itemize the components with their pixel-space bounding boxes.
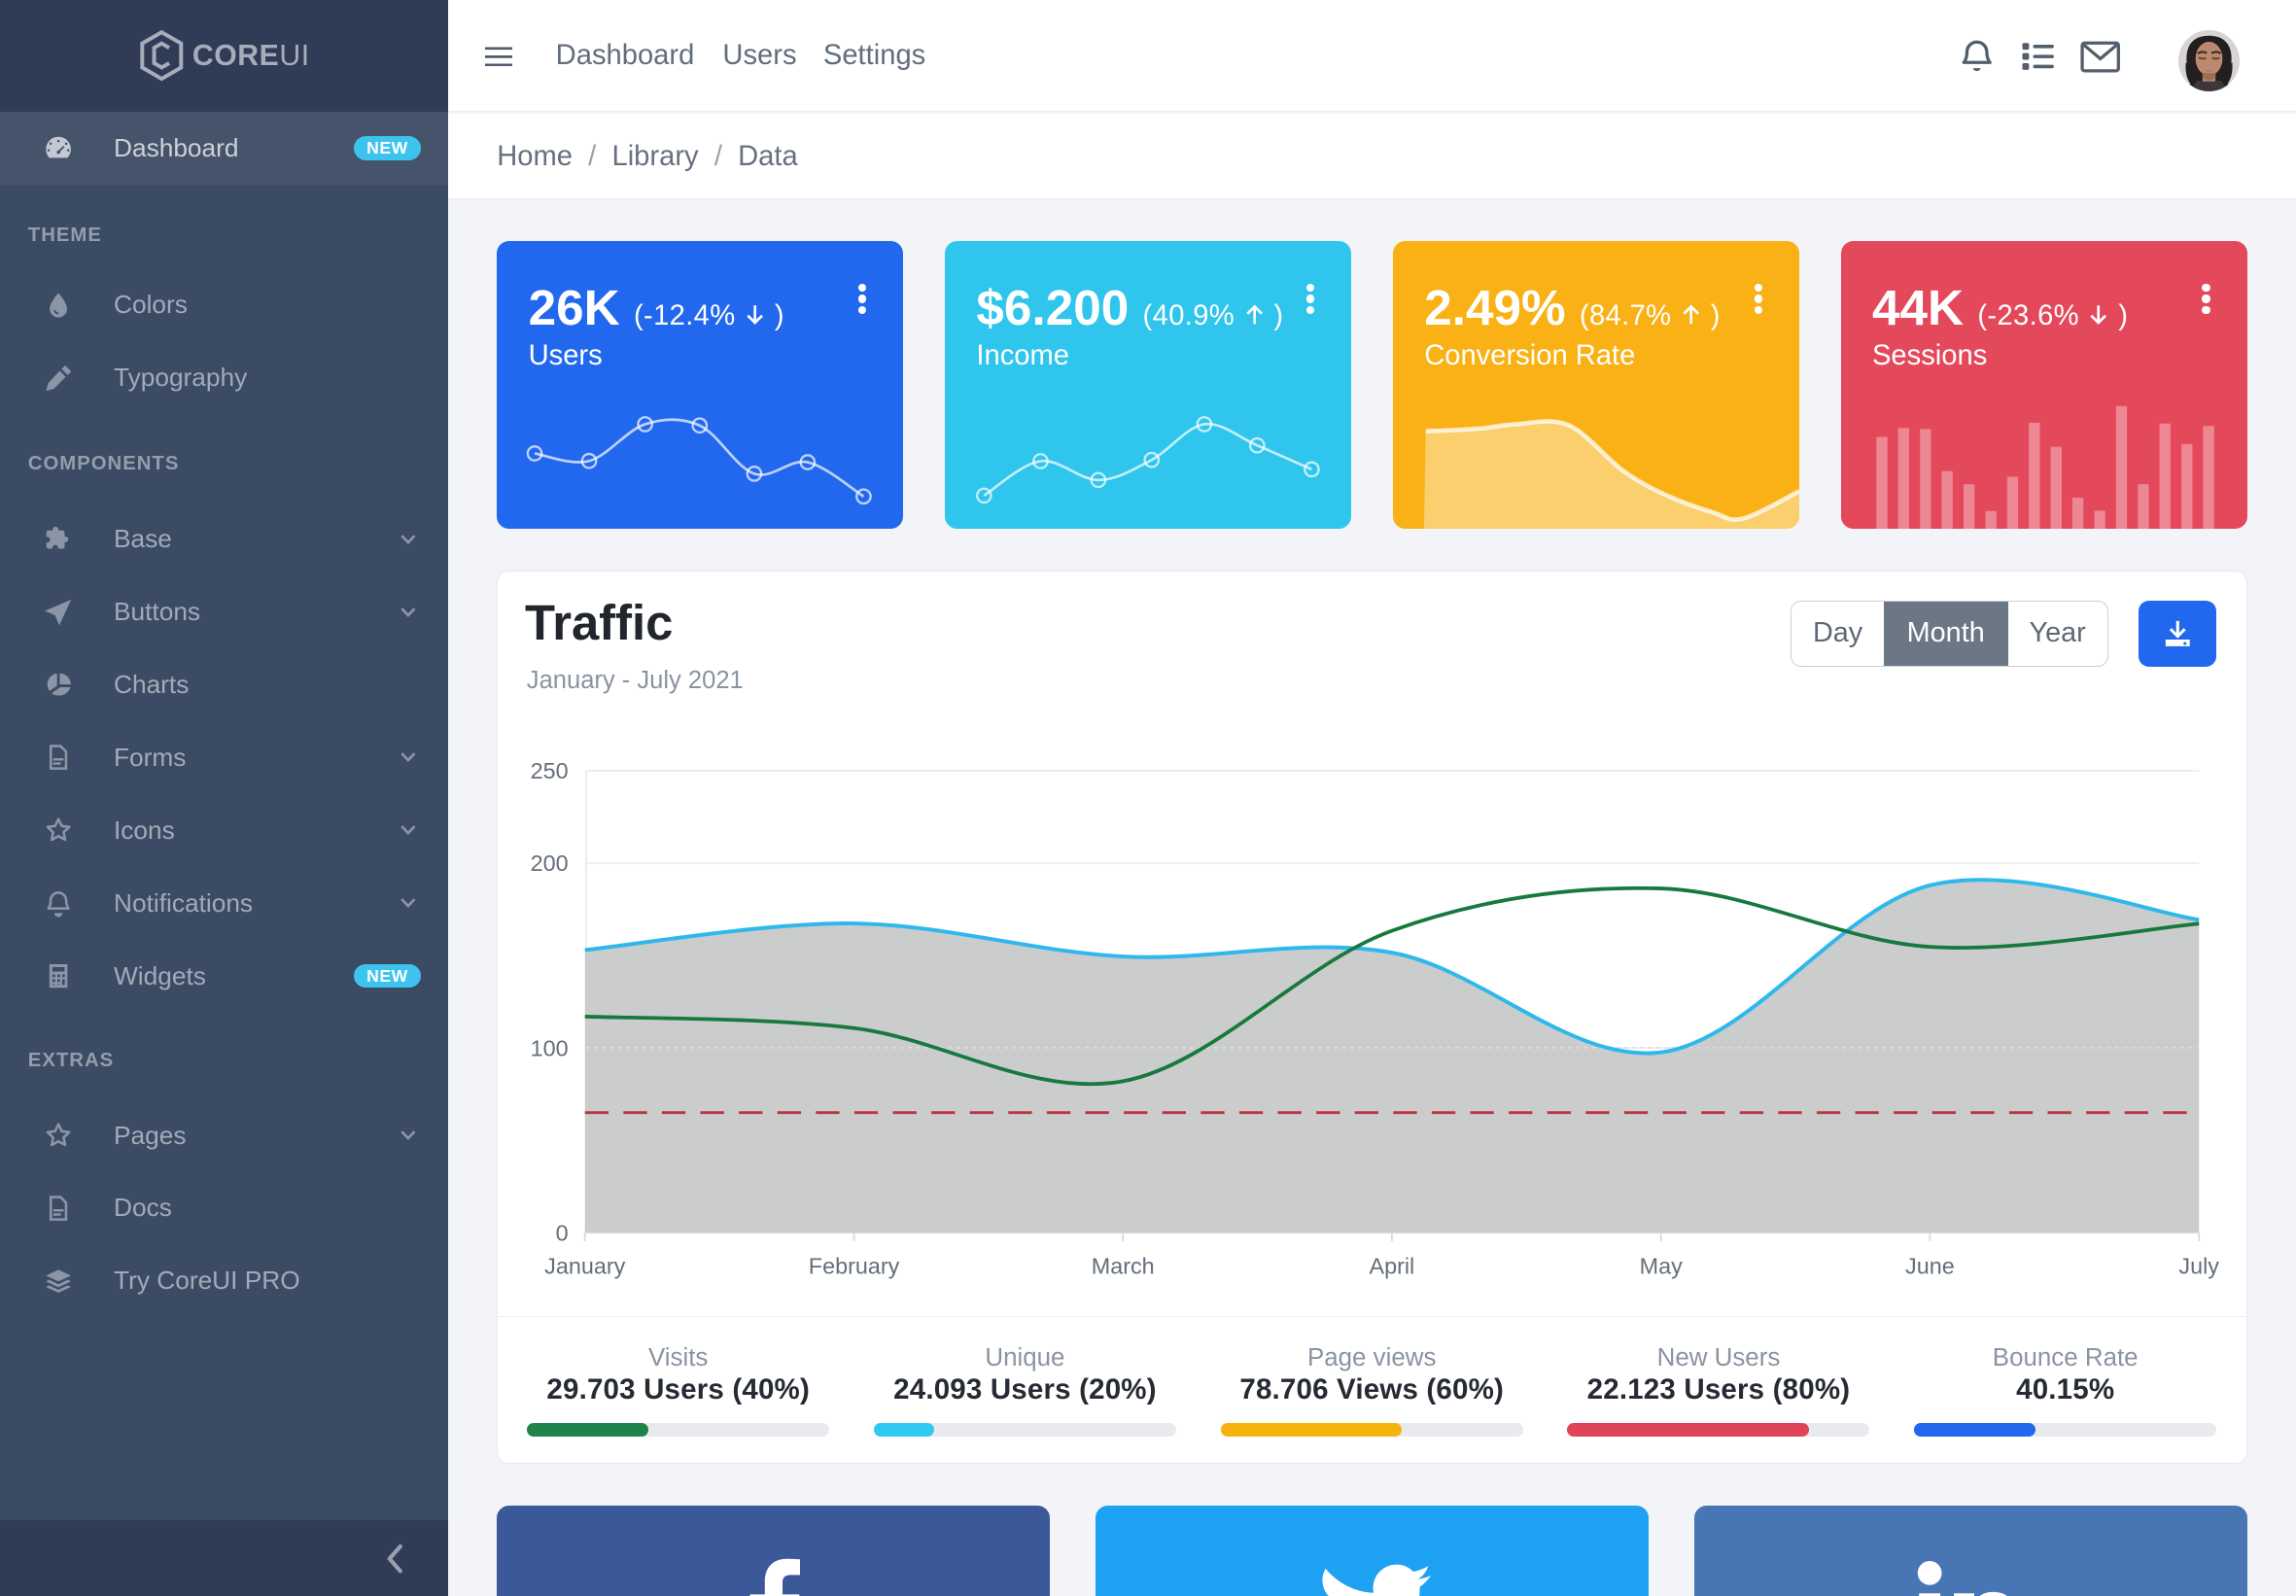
- svg-text:July: July: [2179, 1254, 2220, 1279]
- svg-text:200: 200: [531, 850, 569, 876]
- svg-text:May: May: [1640, 1254, 1683, 1279]
- svg-text:250: 250: [531, 758, 569, 783]
- svg-text:January: January: [544, 1254, 625, 1279]
- svg-text:100: 100: [531, 1035, 569, 1060]
- svg-text:June: June: [1905, 1254, 1955, 1279]
- svg-text:April: April: [1370, 1254, 1415, 1279]
- svg-text:March: March: [1092, 1254, 1155, 1279]
- svg-text:February: February: [809, 1254, 900, 1279]
- svg-text:0: 0: [556, 1220, 569, 1245]
